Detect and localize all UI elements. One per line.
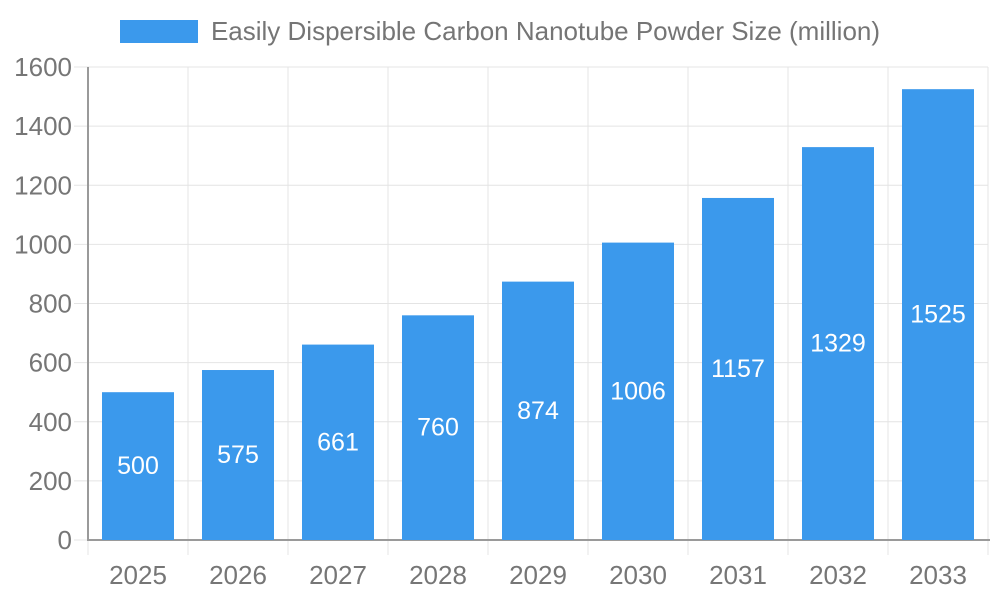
legend-swatch	[119, 19, 198, 43]
legend-item[interactable]: Easily Dispersible Carbon Nanotube Powde…	[0, 18, 1000, 44]
bar-value-label: 661	[317, 428, 359, 456]
y-axis-tick-label: 1400	[14, 111, 72, 141]
x-axis-label: 2032	[809, 560, 867, 590]
bar-value-label: 1525	[910, 301, 966, 329]
bar-value-label: 575	[217, 441, 259, 469]
x-axis-label: 2030	[609, 560, 667, 590]
x-axis-label: 2033	[909, 560, 967, 590]
bar-2033[interactable]	[902, 89, 974, 540]
x-axis-label: 2027	[309, 560, 367, 590]
y-axis-tick-label: 1200	[14, 170, 72, 200]
bar-value-label: 874	[517, 397, 559, 425]
x-axis-label: 2031	[709, 560, 767, 590]
y-axis-tick-label: 1000	[14, 229, 72, 259]
y-axis-tick-label: 400	[29, 407, 72, 437]
y-axis-tick-label: 800	[29, 289, 72, 319]
x-axis-label: 2026	[209, 560, 267, 590]
bar-2029[interactable]	[502, 281, 574, 540]
y-axis-tick-label: 0	[58, 525, 72, 555]
bar-2030[interactable]	[602, 242, 674, 540]
bar-2026[interactable]	[202, 370, 274, 540]
legend-label: Easily Dispersible Carbon Nanotube Powde…	[210, 16, 881, 46]
bar-value-label: 1329	[810, 330, 866, 358]
y-axis-tick-label: 600	[29, 348, 72, 378]
bar-value-label: 1157	[711, 355, 765, 383]
x-axis-label: 2025	[109, 560, 167, 590]
y-axis-tick-label: 200	[29, 466, 72, 496]
bar-value-label: 1006	[610, 377, 666, 405]
x-axis-label: 2028	[409, 560, 467, 590]
bar-2027[interactable]	[302, 344, 374, 540]
bar-2028[interactable]	[402, 315, 474, 540]
x-axis-label: 2029	[509, 560, 567, 590]
bar-value-label: 500	[117, 452, 159, 480]
bar-2031[interactable]	[702, 197, 774, 541]
bar-2032[interactable]	[802, 147, 874, 540]
y-axis-tick-label: 1600	[14, 52, 72, 82]
bar-2025[interactable]	[102, 392, 174, 540]
bar-value-label: 760	[417, 414, 459, 442]
